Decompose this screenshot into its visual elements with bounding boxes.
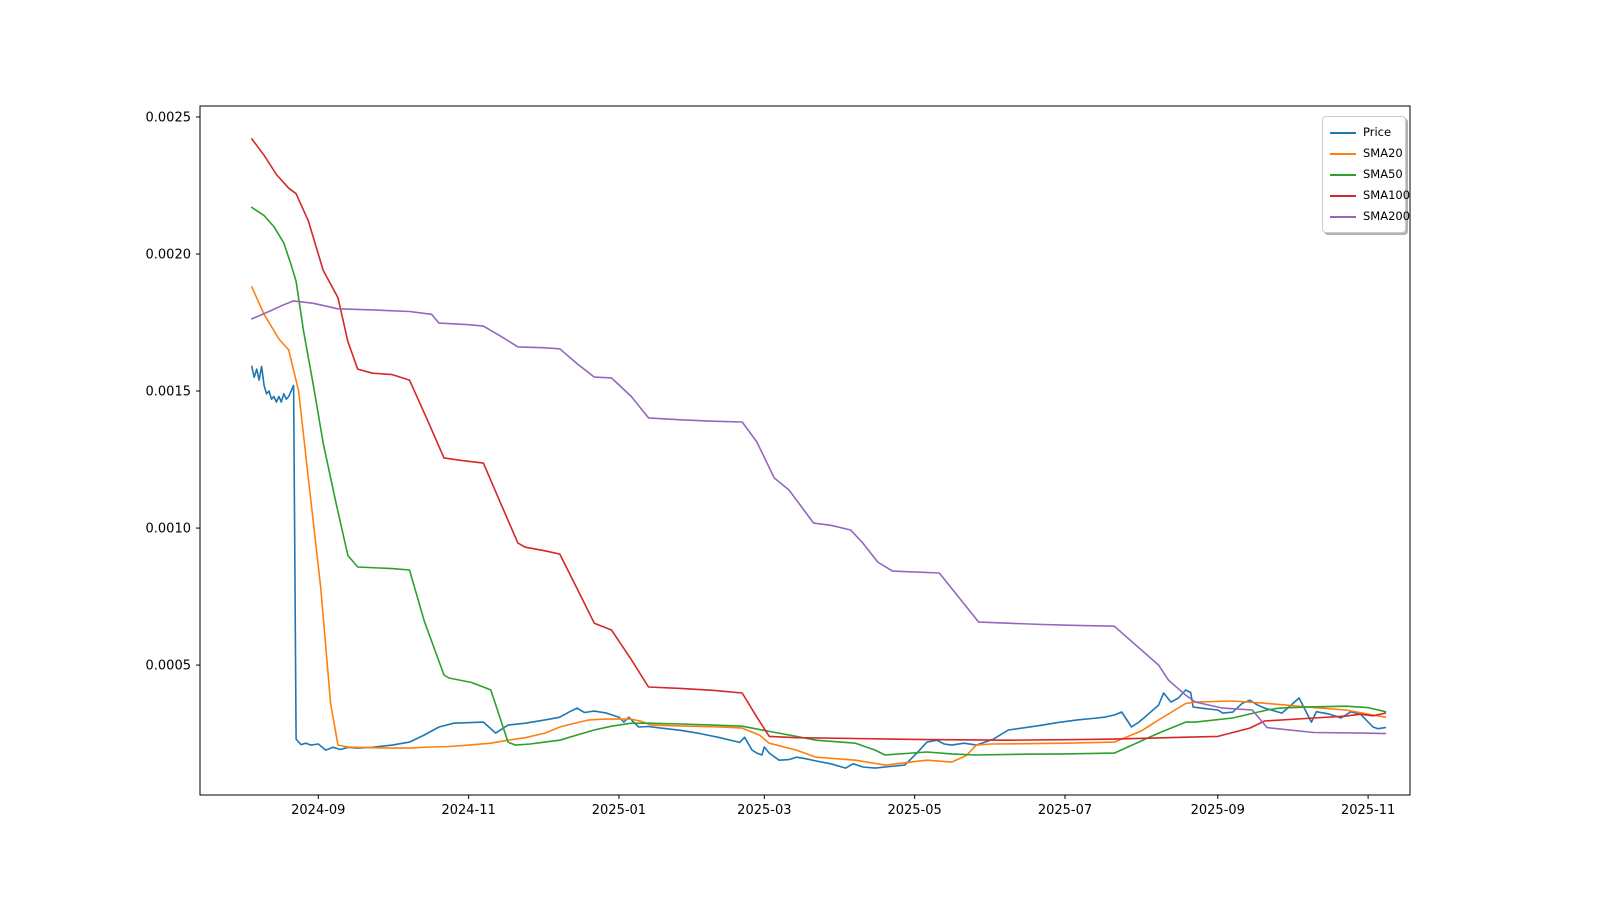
x-tick-label: 2025-11 [1341,803,1395,818]
plot-area [199,105,1411,796]
legend-item-sma200: SMA200 [1330,206,1410,227]
series-line-sma20 [251,286,1387,766]
x-tick-label: 2025-07 [1038,803,1092,818]
y-tick-label: 0.0015 [146,385,192,400]
legend-line-icon [1330,131,1356,134]
legend: Price SMA20 SMA50 SMA100 SMA200 [1322,116,1410,233]
legend-line-icon [1330,215,1356,218]
y-tick-label: 0.0005 [146,659,192,674]
x-tick-label: 2025-03 [737,803,791,818]
legend-item-price: Price [1330,122,1399,143]
series-line-price [251,365,1387,769]
series-line-sma50 [251,206,1387,756]
x-tick-label: 2025-01 [592,803,646,818]
legend-item-sma20: SMA20 [1330,143,1403,164]
x-tick-label: 2025-09 [1191,803,1245,818]
legend-line-icon [1330,152,1356,155]
legend-label: SMA100 [1363,188,1411,202]
y-tick-label: 0.0025 [146,110,192,125]
legend-label: Price [1363,125,1392,139]
x-tick-label: 2025-05 [887,803,941,818]
legend-label: SMA200 [1363,209,1411,223]
legend-item-sma100: SMA100 [1330,185,1410,206]
legend-line-icon [1330,194,1356,197]
legend-label: SMA50 [1363,167,1403,181]
x-tick-label: 2024-11 [441,803,495,818]
series-line-sma100 [251,138,1387,742]
y-tick-label: 0.0010 [146,522,192,537]
legend-label: SMA20 [1363,146,1403,160]
series-line-sma200 [251,300,1387,735]
legend-item-sma50: SMA50 [1330,164,1403,185]
legend-line-icon [1330,173,1356,176]
y-tick-label: 0.0020 [146,247,192,262]
x-tick-label: 2024-09 [291,803,345,818]
